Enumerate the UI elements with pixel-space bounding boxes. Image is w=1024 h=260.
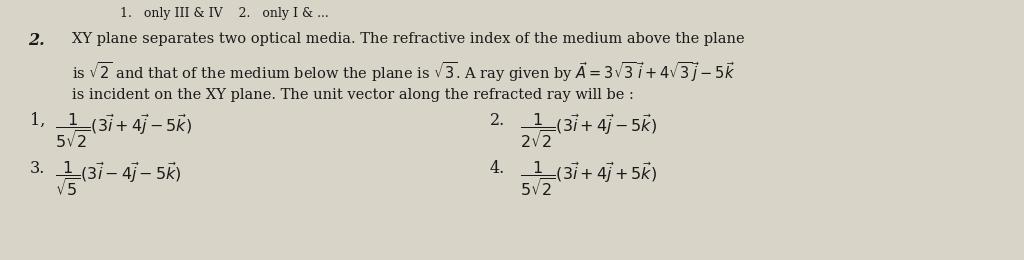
Text: 1.   only III & IV    2.   only I & ...: 1. only III & IV 2. only I & ... — [120, 7, 329, 20]
Text: is incident on the XY plane. The unit vector along the refracted ray will be :: is incident on the XY plane. The unit ve… — [72, 88, 634, 102]
Text: XY plane separates two optical media. The refractive index of the medium above t: XY plane separates two optical media. Th… — [72, 32, 744, 46]
Text: 3.: 3. — [30, 160, 45, 177]
Text: $\dfrac{1}{2\sqrt{2}}(3\vec{i}+4\vec{j}-5\vec{k})$: $\dfrac{1}{2\sqrt{2}}(3\vec{i}+4\vec{j}-… — [520, 112, 657, 151]
Text: 2.: 2. — [28, 32, 45, 49]
Text: $\dfrac{1}{5\sqrt{2}}(3\vec{i}+4\vec{j}-5\vec{k})$: $\dfrac{1}{5\sqrt{2}}(3\vec{i}+4\vec{j}-… — [55, 112, 191, 151]
Text: 2.: 2. — [490, 112, 505, 129]
Text: 4.: 4. — [490, 160, 505, 177]
Text: $\dfrac{1}{\sqrt{5}}(3\vec{i}-4\vec{j}-5\vec{k})$: $\dfrac{1}{\sqrt{5}}(3\vec{i}-4\vec{j}-5… — [55, 160, 182, 199]
Text: $\dfrac{1}{5\sqrt{2}}(3\vec{i}+4\vec{j}+5\vec{k})$: $\dfrac{1}{5\sqrt{2}}(3\vec{i}+4\vec{j}+… — [520, 160, 657, 199]
Text: 1,: 1, — [30, 112, 45, 129]
Text: is $\sqrt{2}$ and that of the medium below the plane is $\sqrt{3}$. A ray given : is $\sqrt{2}$ and that of the medium bel… — [72, 60, 735, 84]
